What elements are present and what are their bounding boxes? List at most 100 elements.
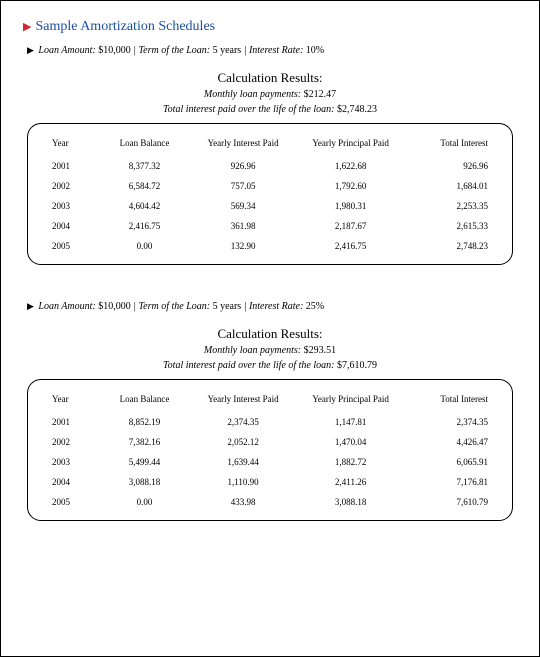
table-cell: 569.34 bbox=[189, 196, 297, 216]
table-row: 20043,088.181,110.902,411.267,176.81 bbox=[46, 472, 494, 492]
table-cell: 2003 bbox=[46, 196, 100, 216]
main-title: Sample Amortization Schedules bbox=[35, 19, 215, 35]
table-cell: 3,088.18 bbox=[100, 472, 190, 492]
table-cell: 2003 bbox=[46, 452, 100, 472]
table-cell: 2002 bbox=[46, 176, 100, 196]
table-cell: 1,110.90 bbox=[189, 472, 297, 492]
params-arrow-icon: ▶ bbox=[27, 301, 34, 312]
table-cell: 2005 bbox=[46, 492, 100, 512]
col-total: Total Interest bbox=[404, 390, 494, 412]
table-cell: 6,584.72 bbox=[100, 176, 190, 196]
col-interest: Yearly Interest Paid bbox=[189, 134, 297, 156]
col-principal: Yearly Principal Paid bbox=[297, 134, 405, 156]
table-cell: 1,792.60 bbox=[297, 176, 405, 196]
title-arrow-icon: ▶ bbox=[23, 22, 31, 33]
col-year: Year bbox=[46, 390, 100, 412]
table: Year Loan Balance Yearly Interest Paid Y… bbox=[46, 390, 494, 512]
col-balance: Loan Balance bbox=[100, 134, 190, 156]
table-row: 20034,604.42569.341,980.312,253.35 bbox=[46, 196, 494, 216]
table-cell: 2002 bbox=[46, 432, 100, 452]
table-cell: 2,411.26 bbox=[297, 472, 405, 492]
table-cell: 1,980.31 bbox=[297, 196, 405, 216]
table-cell: 8,377.32 bbox=[100, 156, 190, 176]
table-cell: 1,882.72 bbox=[297, 452, 405, 472]
table-cell: 6,065.91 bbox=[404, 452, 494, 472]
table-cell: 926.96 bbox=[189, 156, 297, 176]
col-balance: Loan Balance bbox=[100, 390, 190, 412]
table-cell: 2,615.33 bbox=[404, 216, 494, 236]
table-cell: 433.98 bbox=[189, 492, 297, 512]
monthly-payment-line: Monthly loan payments: $293.51 bbox=[23, 343, 517, 358]
document-page: ▶ Sample Amortization Schedules ▶ Loan A… bbox=[0, 0, 540, 657]
table-cell: 2005 bbox=[46, 236, 100, 256]
table-cell: 2,374.35 bbox=[189, 412, 297, 432]
table-cell: 7,176.81 bbox=[404, 472, 494, 492]
params-row-2: ▶ Loan Amount: $10,000 | Term of the Loa… bbox=[27, 301, 517, 312]
table-row: 20035,499.441,639.441,882.726,065.91 bbox=[46, 452, 494, 472]
amortization-table-1: Year Loan Balance Yearly Interest Paid Y… bbox=[27, 123, 513, 265]
amortization-table-2: Year Loan Balance Yearly Interest Paid Y… bbox=[27, 379, 513, 521]
loan-amount-value: $10,000 bbox=[98, 45, 131, 56]
table-cell: 0.00 bbox=[100, 236, 190, 256]
calc-results-title: Calculation Results: bbox=[23, 70, 517, 86]
table-row: 20027,382.162,052.121,470.044,426.47 bbox=[46, 432, 494, 452]
table-cell: 5,499.44 bbox=[100, 452, 190, 472]
table-cell: 1,639.44 bbox=[189, 452, 297, 472]
params-arrow-icon: ▶ bbox=[27, 45, 34, 56]
table-cell: 0.00 bbox=[100, 492, 190, 512]
table-cell: 2,748.23 bbox=[404, 236, 494, 256]
table-cell: 2,052.12 bbox=[189, 432, 297, 452]
table-header-row: Year Loan Balance Yearly Interest Paid Y… bbox=[46, 134, 494, 156]
total-interest-line: Total interest paid over the life of the… bbox=[23, 102, 517, 117]
table-cell: 3,088.18 bbox=[297, 492, 405, 512]
table-cell: 2,253.35 bbox=[404, 196, 494, 216]
term-label: Term of the Loan: bbox=[139, 301, 211, 312]
table-cell: 1,622.68 bbox=[297, 156, 405, 176]
params-row-1: ▶ Loan Amount: $10,000 | Term of the Loa… bbox=[27, 45, 517, 56]
table-cell: 8,852.19 bbox=[100, 412, 190, 432]
table-header-row: Year Loan Balance Yearly Interest Paid Y… bbox=[46, 390, 494, 412]
table-row: 20026,584.72757.051,792.601,684.01 bbox=[46, 176, 494, 196]
loan-amount-value: $10,000 bbox=[98, 301, 131, 312]
table-cell: 2001 bbox=[46, 156, 100, 176]
loan-amount-label: Loan Amount: bbox=[38, 301, 95, 312]
table: Year Loan Balance Yearly Interest Paid Y… bbox=[46, 134, 494, 256]
table-cell: 2,416.75 bbox=[297, 236, 405, 256]
table-cell: 2004 bbox=[46, 472, 100, 492]
table-cell: 2,187.67 bbox=[297, 216, 405, 236]
table-row: 20018,377.32926.961,622.68926.96 bbox=[46, 156, 494, 176]
results-header-2: Calculation Results: Monthly loan paymen… bbox=[23, 326, 517, 373]
table-cell: 7,610.79 bbox=[404, 492, 494, 512]
table-row: 20042,416.75361.982,187.672,615.33 bbox=[46, 216, 494, 236]
col-interest: Yearly Interest Paid bbox=[189, 390, 297, 412]
calc-results-title: Calculation Results: bbox=[23, 326, 517, 342]
table-cell: 2001 bbox=[46, 412, 100, 432]
table-cell: 757.05 bbox=[189, 176, 297, 196]
rate-label: Interest Rate: bbox=[249, 301, 303, 312]
table-cell: 1,470.04 bbox=[297, 432, 405, 452]
rate-value: 10% bbox=[306, 45, 324, 56]
table-row: 20050.00433.983,088.187,610.79 bbox=[46, 492, 494, 512]
table-cell: 132.90 bbox=[189, 236, 297, 256]
table-cell: 926.96 bbox=[404, 156, 494, 176]
table-cell: 1,147.81 bbox=[297, 412, 405, 432]
table-cell: 4,604.42 bbox=[100, 196, 190, 216]
term-label: Term of the Loan: bbox=[139, 45, 211, 56]
table-cell: 2004 bbox=[46, 216, 100, 236]
table-cell: 2,374.35 bbox=[404, 412, 494, 432]
total-interest-line: Total interest paid over the life of the… bbox=[23, 358, 517, 373]
col-principal: Yearly Principal Paid bbox=[297, 390, 405, 412]
table-cell: 1,684.01 bbox=[404, 176, 494, 196]
results-header-1: Calculation Results: Monthly loan paymen… bbox=[23, 70, 517, 117]
col-year: Year bbox=[46, 134, 100, 156]
table-cell: 4,426.47 bbox=[404, 432, 494, 452]
rate-label: Interest Rate: bbox=[249, 45, 303, 56]
table-row: 20018,852.192,374.351,147.812,374.35 bbox=[46, 412, 494, 432]
table-cell: 361.98 bbox=[189, 216, 297, 236]
loan-amount-label: Loan Amount: bbox=[38, 45, 95, 56]
term-value: 5 years bbox=[213, 45, 242, 56]
term-value: 5 years bbox=[213, 301, 242, 312]
table-cell: 7,382.16 bbox=[100, 432, 190, 452]
rate-value: 25% bbox=[306, 301, 324, 312]
monthly-payment-line: Monthly loan payments: $212.47 bbox=[23, 87, 517, 102]
